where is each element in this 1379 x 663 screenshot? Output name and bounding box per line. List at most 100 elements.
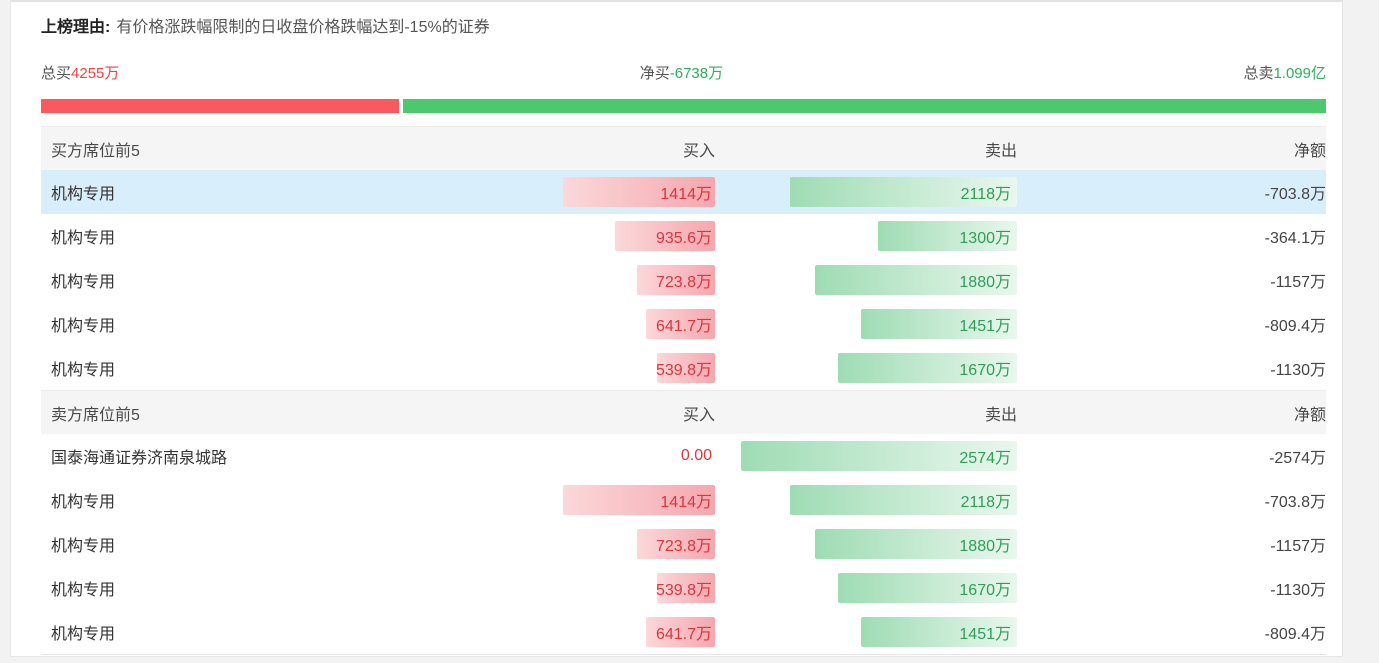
buy-amount-bar bbox=[657, 573, 715, 603]
sell-value: 1451万 bbox=[959, 318, 1011, 335]
seat-row[interactable]: 机构专用 539.8万 1670万 -1130万 bbox=[41, 566, 1326, 610]
net-buy: 净买-6738万 bbox=[640, 62, 723, 83]
seats-table: 买方席位前5 买入 卖出 净额 机构专用 1414万 2118万 -703.8万… bbox=[41, 126, 1326, 655]
sell-cell: 1670万 bbox=[715, 346, 1017, 390]
seat-name: 机构专用 bbox=[51, 626, 116, 643]
sell-amount-bar bbox=[861, 617, 1017, 647]
buy-cell: 1414万 bbox=[405, 170, 715, 214]
sell-amount-bar bbox=[790, 177, 1017, 207]
sell-value: 1670万 bbox=[959, 362, 1011, 379]
seat-row[interactable]: 机构专用 723.8万 1880万 -1157万 bbox=[41, 258, 1326, 302]
sell-value: 2574万 bbox=[959, 450, 1011, 467]
buy-cell: 539.8万 bbox=[405, 566, 715, 610]
buy-section-body: 机构专用 1414万 2118万 -703.8万 机构专用 935.6万 130… bbox=[41, 170, 1326, 390]
sell-amount-bar bbox=[838, 573, 1017, 603]
sell-amount-bar bbox=[861, 309, 1017, 339]
seat-row[interactable]: 机构专用 723.8万 1880万 -1157万 bbox=[41, 522, 1326, 566]
sell-value: 2118万 bbox=[960, 494, 1011, 511]
net-value: -703.8万 bbox=[1264, 186, 1326, 203]
net-value: -809.4万 bbox=[1264, 626, 1326, 643]
net-value: -364.1万 bbox=[1264, 230, 1326, 247]
sell-cell: 2574万 bbox=[715, 434, 1017, 478]
seat-name: 机构专用 bbox=[51, 494, 116, 511]
buy-value: 1414万 bbox=[660, 186, 712, 203]
reason-label: 上榜理由: bbox=[41, 19, 111, 36]
net-value: -1130万 bbox=[1270, 362, 1326, 379]
sell-section-title: 卖方席位前5 bbox=[51, 406, 140, 424]
seat-row[interactable]: 机构专用 539.8万 1670万 -1130万 bbox=[41, 346, 1326, 390]
buy-section-header: 买方席位前5 买入 卖出 净额 bbox=[41, 126, 1326, 170]
total-sell: 总卖1.099亿 bbox=[1243, 62, 1326, 83]
net-value: -1130万 bbox=[1270, 582, 1326, 599]
seat-row[interactable]: 机构专用 935.6万 1300万 -364.1万 bbox=[41, 214, 1326, 258]
sell-ratio-segment bbox=[402, 99, 1326, 113]
buy-cell: 641.7万 bbox=[405, 610, 715, 654]
sell-cell: 1880万 bbox=[715, 258, 1017, 302]
buy-ratio-segment bbox=[41, 99, 399, 113]
buy-value: 539.8万 bbox=[655, 362, 712, 379]
total-buy: 总买4255万 bbox=[41, 62, 119, 83]
buy-sell-ratio-bar bbox=[41, 99, 1326, 113]
lhb-detail-panel: 上榜理由: 有价格涨跌幅限制的日收盘价格跌幅达到-15%的证券 总买4255万 净… bbox=[10, 0, 1343, 657]
sell-section-header: 卖方席位前5 买入 卖出 净额 bbox=[41, 390, 1326, 434]
sell-cell: 1670万 bbox=[715, 566, 1017, 610]
buy-amount-bar bbox=[563, 177, 715, 207]
seat-row[interactable]: 机构专用 1414万 2118万 -703.8万 bbox=[41, 478, 1326, 522]
net-value: -2574万 bbox=[1269, 450, 1326, 467]
buy-amount-bar bbox=[657, 353, 715, 383]
buy-cell: 723.8万 bbox=[405, 522, 715, 566]
sell-cell: 1451万 bbox=[715, 302, 1017, 346]
column-header-net: 净额 bbox=[1293, 406, 1326, 424]
seat-name: 机构专用 bbox=[51, 186, 116, 203]
buy-value: 935.6万 bbox=[655, 230, 712, 247]
buy-cell: 539.8万 bbox=[405, 346, 715, 390]
sell-cell: 1880万 bbox=[715, 522, 1017, 566]
seat-row[interactable]: 机构专用 641.7万 1451万 -809.4万 bbox=[41, 610, 1326, 654]
seat-name: 机构专用 bbox=[51, 362, 116, 379]
sell-cell: 1451万 bbox=[715, 610, 1017, 654]
total-sell-value: 1.099亿 bbox=[1273, 65, 1326, 82]
sell-value: 1451万 bbox=[959, 626, 1011, 643]
buy-cell: 1414万 bbox=[405, 478, 715, 522]
net-buy-value: -6738万 bbox=[669, 65, 724, 82]
seat-row[interactable]: 机构专用 1414万 2118万 -703.8万 bbox=[41, 170, 1326, 214]
reason-text: 有价格涨跌幅限制的日收盘价格跌幅达到-15%的证券 bbox=[116, 19, 490, 36]
sell-amount-bar bbox=[838, 353, 1017, 383]
seat-name: 机构专用 bbox=[51, 582, 116, 599]
sell-amount-bar bbox=[741, 441, 1017, 471]
sell-cell: 1300万 bbox=[715, 214, 1017, 258]
sell-value: 1880万 bbox=[959, 274, 1011, 291]
sell-section-body: 国泰海通证券济南泉城路 0.00 2574万 -2574万 机构专用 1414万… bbox=[41, 434, 1326, 654]
sell-value: 1300万 bbox=[959, 230, 1011, 247]
buy-value: 723.8万 bbox=[655, 274, 712, 291]
buy-value: 641.7万 bbox=[655, 626, 712, 643]
column-header-sell: 卖出 bbox=[984, 142, 1017, 160]
buy-amount-bar bbox=[646, 309, 715, 339]
sell-cell: 2118万 bbox=[715, 170, 1017, 214]
net-value: -1157万 bbox=[1270, 274, 1326, 291]
seat-row[interactable]: 机构专用 641.7万 1451万 -809.4万 bbox=[41, 302, 1326, 346]
total-sell-label: 总卖 bbox=[1243, 65, 1274, 82]
listing-reason: 上榜理由: 有价格涨跌幅限制的日收盘价格跌幅达到-15%的证券 bbox=[41, 16, 1326, 40]
buy-cell: 641.7万 bbox=[405, 302, 715, 346]
buy-value: 723.8万 bbox=[655, 538, 712, 555]
sell-value: 1670万 bbox=[959, 582, 1011, 599]
column-header-buy: 买入 bbox=[682, 406, 715, 424]
seat-name: 机构专用 bbox=[51, 230, 116, 247]
buy-value: 539.8万 bbox=[655, 582, 712, 599]
seat-name: 机构专用 bbox=[51, 318, 116, 335]
seat-row[interactable]: 国泰海通证券济南泉城路 0.00 2574万 -2574万 bbox=[41, 434, 1326, 478]
buy-amount-bar bbox=[563, 485, 715, 515]
buy-amount-bar bbox=[615, 221, 715, 251]
net-buy-label: 净买 bbox=[639, 65, 670, 82]
sell-amount-bar bbox=[790, 485, 1017, 515]
buy-cell: 0.00 bbox=[405, 434, 715, 478]
buy-cell: 935.6万 bbox=[405, 214, 715, 258]
buy-value: 0.00 bbox=[680, 447, 712, 464]
sell-value: 1880万 bbox=[959, 538, 1011, 555]
totals-row: 总买4255万 净买-6738万 总卖1.099亿 bbox=[41, 62, 1326, 83]
sell-cell: 2118万 bbox=[715, 478, 1017, 522]
sell-amount-bar bbox=[815, 265, 1017, 295]
total-buy-label: 总买 bbox=[41, 65, 72, 82]
net-value: -1157万 bbox=[1270, 538, 1326, 555]
